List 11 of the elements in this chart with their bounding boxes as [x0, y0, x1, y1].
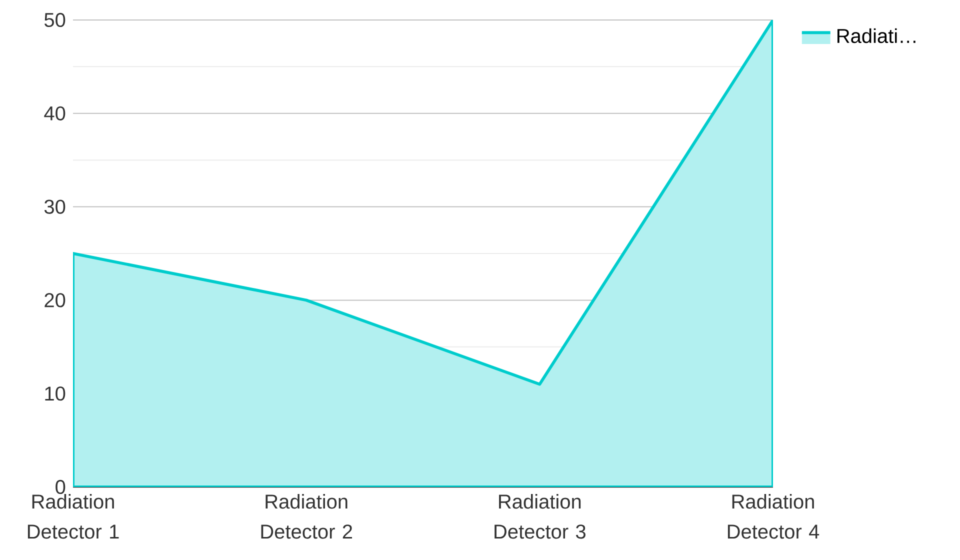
y-tick-label: 10	[45, 386, 66, 401]
y-tick-label: 50	[44, 12, 66, 28]
x-tick-label: Radiation Detector 2	[261, 494, 352, 539]
y-tick-label: 40	[44, 106, 66, 120]
legend-label: Radiati…	[837, 28, 916, 44]
x-tick-label: Radiation Detector 3	[494, 494, 586, 539]
x-tick-label: Radiation Detector 4	[728, 494, 820, 539]
y-tick-label: 0	[56, 480, 66, 494]
x-tick-label: Radiation Detector 1	[28, 494, 119, 539]
y-tick-label: 30	[44, 200, 66, 214]
y-tick-label: 20	[44, 293, 66, 308]
